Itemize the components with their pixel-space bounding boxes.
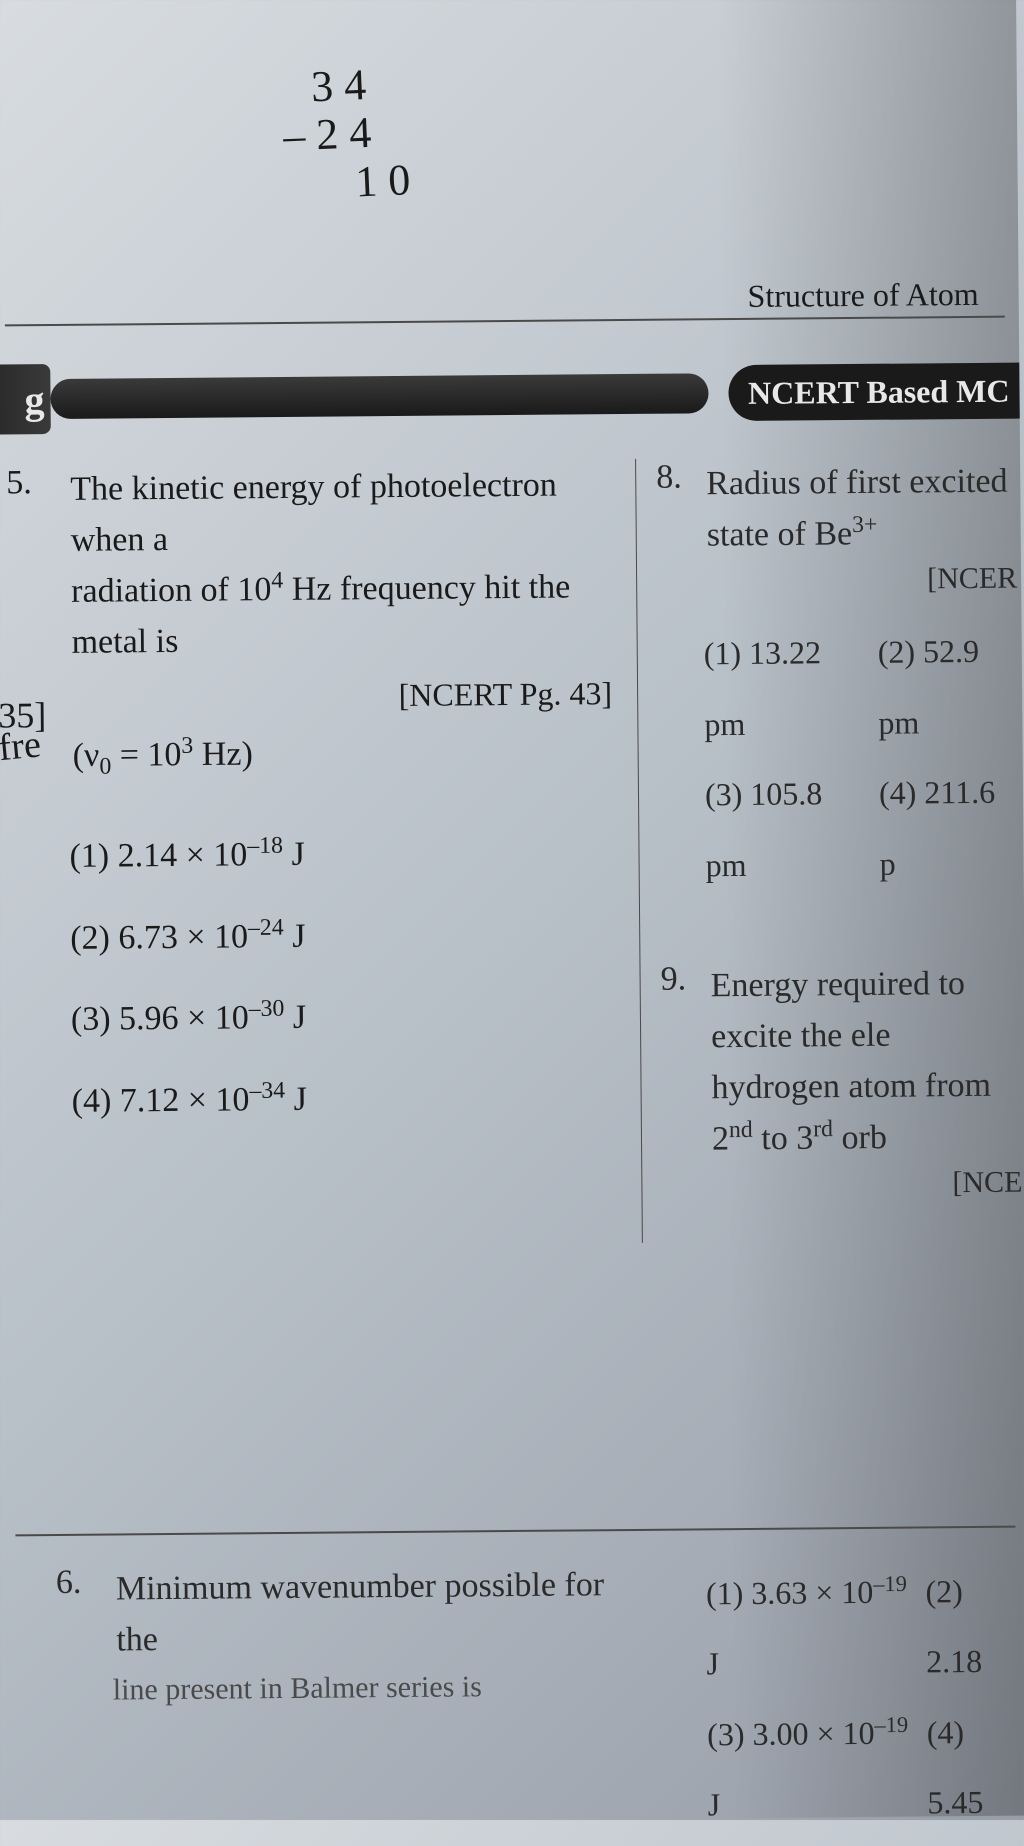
q9-option-2: (2) 2.18 xyxy=(925,1556,1024,1698)
q9-block: 9. Energy required to excite the ele hyd… xyxy=(660,957,1022,1202)
q5-line1: The kinetic energy of photoelectron when… xyxy=(70,467,557,559)
q9-number: 9. xyxy=(660,960,706,998)
q5-body: The kinetic energy of photoelectron when… xyxy=(70,459,613,786)
q9-option-1: (1) 3.63 × 10–19 J xyxy=(706,1556,927,1699)
q9-options: (1) 3.63 × 10–19 J (2) 2.18 (3) 3.00 × 1… xyxy=(706,1556,1024,1840)
q8-option-1: (1) 13.22 pm xyxy=(703,617,864,759)
horizontal-rule-top xyxy=(5,316,1005,326)
q6-number: 6. xyxy=(56,1564,112,1602)
right-column: 8. Radius of first excited state of Be3+… xyxy=(636,456,1023,1244)
q6-block: 6. Minimum wavenumber possible for the l… xyxy=(56,1559,657,1708)
hw-line2: – 2 4 xyxy=(282,108,409,162)
q8-option-3: (3) 105.8 pm xyxy=(705,758,866,900)
q5-option-1: (1) 2.14 × 10–18 J xyxy=(69,811,619,897)
q6-continuation: line present in Balmer series is xyxy=(113,1669,657,1708)
q8-options: (1) 13.22 pm (2) 52.9 pm (3) 105.8 pm (4… xyxy=(703,616,1019,900)
handwritten-fre: fre xyxy=(0,722,43,770)
banner-left-tag: g xyxy=(0,364,51,434)
q8-reference: [NCER xyxy=(657,562,1017,599)
q5-option-3: (3) 5.96 × 10–30 J xyxy=(71,974,621,1060)
q9-body: Energy required to excite the ele hydrog… xyxy=(710,957,1022,1164)
q5-option-2: (2) 6.73 × 10–24 J xyxy=(70,893,620,979)
q5-options: (1) 2.14 × 10–18 J (2) 6.73 × 10–24 J (3… xyxy=(69,811,621,1142)
q8-option-2: (2) 52.9 pm xyxy=(877,616,1018,758)
q6-body: Minimum wavenumber possible for the xyxy=(116,1559,637,1666)
q8-block: 8. Radius of first excited state of Be3+… xyxy=(656,456,1020,901)
q8-option-4: (4) 211.6 p xyxy=(879,757,1020,899)
handwritten-fraction: 3 4 – 2 4 1 0 xyxy=(310,59,411,208)
q9-option-4: (4) 5.45 xyxy=(926,1696,1024,1838)
banner-right-label: NCERT Based MC xyxy=(728,363,1020,422)
hw-line3: 1 0 xyxy=(354,156,411,207)
q9-option-3: (3) 3.00 × 10–19 J xyxy=(707,1697,928,1840)
hw-line1: 3 4 xyxy=(310,60,367,111)
banner-spacer xyxy=(50,373,708,419)
q5-line2: radiation of 104 Hz frequency hit the me… xyxy=(71,569,570,661)
q5-reference: [NCERT Pg. 43] xyxy=(72,669,612,722)
left-column: 5. The kinetic energy of photoelectron w… xyxy=(0,459,643,1249)
q5-number: 5. xyxy=(6,464,66,503)
q5-option-4: (4) 7.12 × 10–34 J xyxy=(71,1056,621,1142)
horizontal-rule-mid xyxy=(15,1526,1015,1536)
chapter-title: Structure of Atom xyxy=(747,276,978,315)
q9-reference: [NCE xyxy=(662,1166,1022,1203)
q5-condition: (ν0 = 103 Hz) xyxy=(72,725,612,786)
q8-number: 8. xyxy=(656,458,702,496)
q8-body: Radius of first excited state of Be3+ xyxy=(706,456,1017,561)
section-banner: g NCERT Based MC xyxy=(0,356,1020,435)
